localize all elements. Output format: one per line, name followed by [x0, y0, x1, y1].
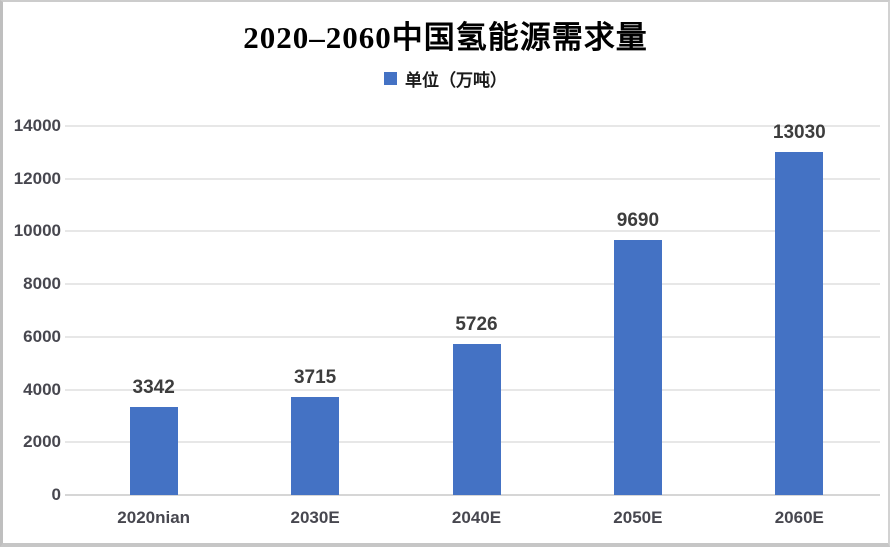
bar-value-label: 9690	[616, 209, 660, 231]
chart-title: 2020–2060中国氢能源需求量	[243, 20, 648, 55]
x-axis-category-label: 2050E	[613, 508, 663, 527]
bar-value-label: 5726	[455, 314, 498, 336]
legend-swatch-icon	[384, 72, 397, 85]
bar-2060E[interactable]	[775, 151, 824, 495]
legend-label: 单位（万吨）	[405, 71, 507, 90]
x-axis-category-label: 2040E	[451, 508, 502, 527]
y-gridline	[65, 125, 880, 127]
y-axis-tick-label: 12000	[13, 168, 61, 188]
y-axis-tick-label: 4000	[23, 379, 61, 399]
y-gridline	[65, 230, 880, 233]
x-axis-baseline	[65, 494, 880, 496]
x-axis-category-label: 2020nian	[117, 508, 191, 527]
bar-2020nian[interactable]	[129, 406, 178, 495]
y-gridline	[65, 177, 880, 180]
y-axis-tick-label: 0	[51, 485, 61, 504]
bar-2050E[interactable]	[613, 239, 662, 495]
y-axis-tick-label: 6000	[23, 326, 61, 346]
y-gridline	[65, 283, 880, 286]
y-axis-tick-label: 14000	[13, 116, 61, 135]
y-gridline	[65, 335, 880, 338]
x-axis-category-label: 2030E	[290, 508, 340, 527]
bar-value-label: 3342	[132, 376, 175, 398]
bar-2040E[interactable]	[452, 344, 501, 495]
bar-2030E[interactable]	[291, 397, 340, 495]
bar-value-label: 3715	[293, 367, 337, 389]
y-axis-tick-label: 10000	[13, 221, 61, 241]
legend[interactable]: 单位（万吨）	[3, 66, 888, 91]
y-axis-tick-label: 8000	[23, 274, 61, 294]
y-axis-tick-label: 2000	[23, 432, 61, 452]
x-axis-category-label: 2060E	[774, 508, 824, 527]
bar-value-label: 13030	[772, 121, 826, 143]
